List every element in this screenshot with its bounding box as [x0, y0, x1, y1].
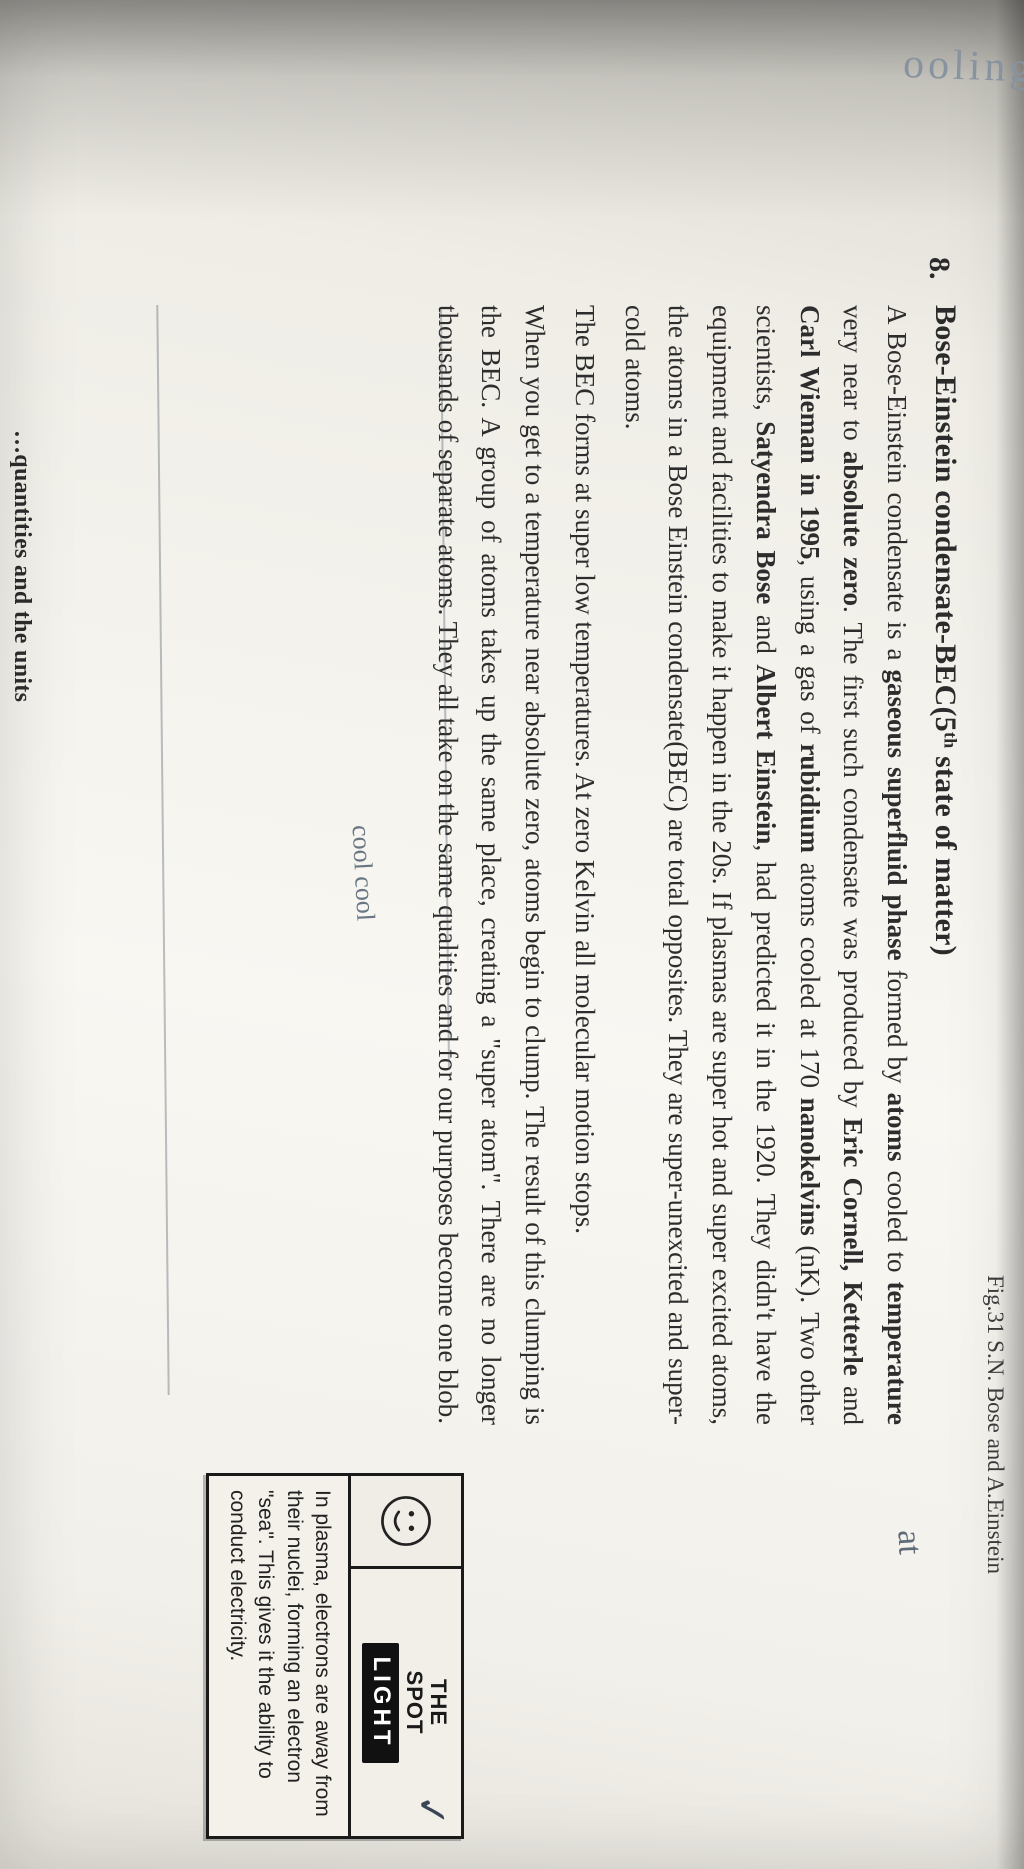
pencil-underline	[156, 305, 169, 1395]
handwriting-check-icon: ✓	[406, 1792, 456, 1830]
paper-sheet: ooling Fig.31 S.N. Bose and A.Einstein 8…	[0, 0, 1024, 1869]
text: cooled to	[882, 1162, 912, 1282]
text-bold: nanokelvins	[795, 1098, 825, 1236]
text-bold: absolute zero	[838, 451, 868, 606]
text-bold: temperature	[882, 1282, 912, 1425]
spotlight-the: THE	[427, 1679, 450, 1726]
smiley-icon	[351, 1476, 461, 1569]
binding-shadow	[0, 0, 1024, 220]
text: formed by	[882, 961, 912, 1093]
text-bold: rubidium	[795, 743, 825, 853]
text: , using a gas of	[795, 559, 825, 743]
text-bold: in 1995	[795, 473, 825, 559]
text-bold: Satyendra Bose	[751, 421, 781, 604]
text-bold: Eric Cornell, Ketterle	[838, 1118, 868, 1376]
text: and	[751, 604, 781, 664]
text-bold: Albert Einstein	[751, 664, 781, 844]
text: very near to	[838, 305, 868, 451]
text-bold: Carl Wieman	[795, 305, 825, 464]
handwriting-cool: cool cool	[346, 824, 381, 921]
text: A Bose-Einstein condensate is a	[882, 305, 912, 669]
text-bold: gaseous superfluid phase	[882, 669, 912, 960]
text: . The first such condensate was produced…	[838, 606, 868, 1118]
spotlight-header: ✓ THE SPOT LIGHT	[348, 1476, 461, 1836]
section-title: Bose-Einstein condensate-BEC(5ᵗʰ state o…	[928, 305, 962, 1425]
handwriting-at: at	[889, 1529, 928, 1556]
paragraph-1: A Bose-Einstein condensate is a gaseous …	[612, 305, 918, 1425]
text-bold: atoms	[882, 1093, 912, 1162]
handwriting-spine: ooling	[902, 40, 1024, 93]
spotlight-box: ✓ THE SPOT LIGHT In plasma, electrons ar…	[206, 1473, 464, 1839]
spotlight-title: ✓ THE SPOT LIGHT	[351, 1569, 461, 1836]
figure-caption: Fig.31 S.N. Bose and A.Einstein	[982, 1275, 1008, 1685]
question-number: 8.	[922, 257, 956, 280]
text: atoms cooled at 170	[795, 853, 825, 1098]
spotlight-body: In plasma, electrons are away from their…	[209, 1476, 348, 1836]
paragraph-2: The BEC forms at super low temperatures.…	[562, 305, 606, 1425]
paragraph-3: When you get to a temperature near absol…	[425, 305, 556, 1425]
spotlight-light: LIGHT	[362, 1643, 399, 1763]
page-footer-fragment: …quantities and the units	[8, 430, 35, 702]
text: and	[838, 1376, 868, 1425]
text	[795, 464, 825, 474]
spotlight-spot: SPOT	[403, 1671, 426, 1735]
page-rotated-wrapper: ooling Fig.31 S.N. Bose and A.Einstein 8…	[0, 0, 1024, 1024]
main-text-column: Fig.31 S.N. Bose and A.Einstein 8. at Bo…	[423, 305, 1014, 1425]
